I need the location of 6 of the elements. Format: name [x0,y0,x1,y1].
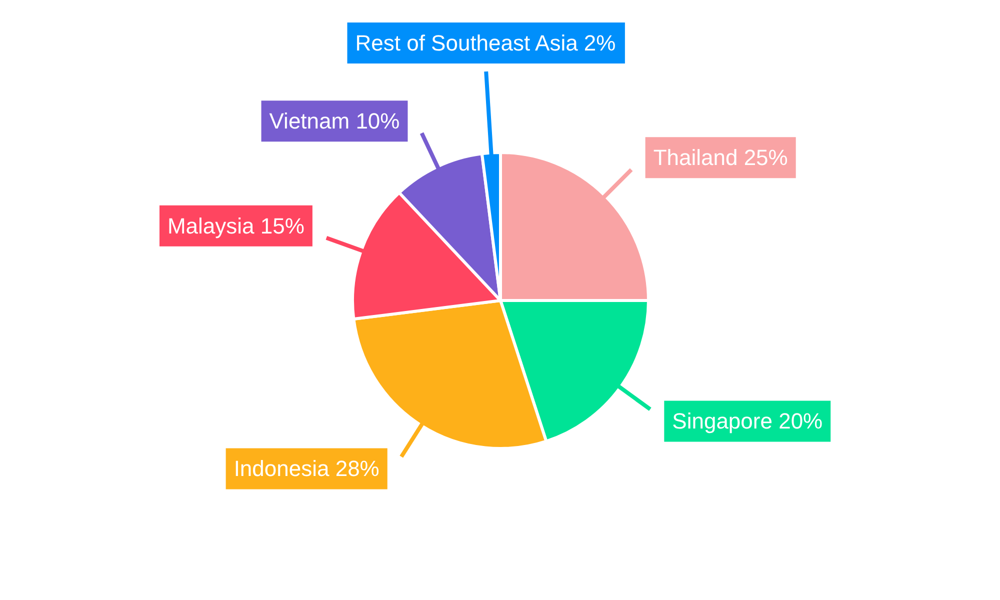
slice-label: Thailand 25% [653,145,788,170]
slice-label: Vietnam 10% [269,108,400,134]
slice-label: Malaysia 15% [167,213,304,238]
slice-label: Rest of Southeast Asia 2% [355,30,616,56]
slice-label: Singapore 20% [672,408,823,434]
slice-label: Indonesia 28% [234,456,380,482]
